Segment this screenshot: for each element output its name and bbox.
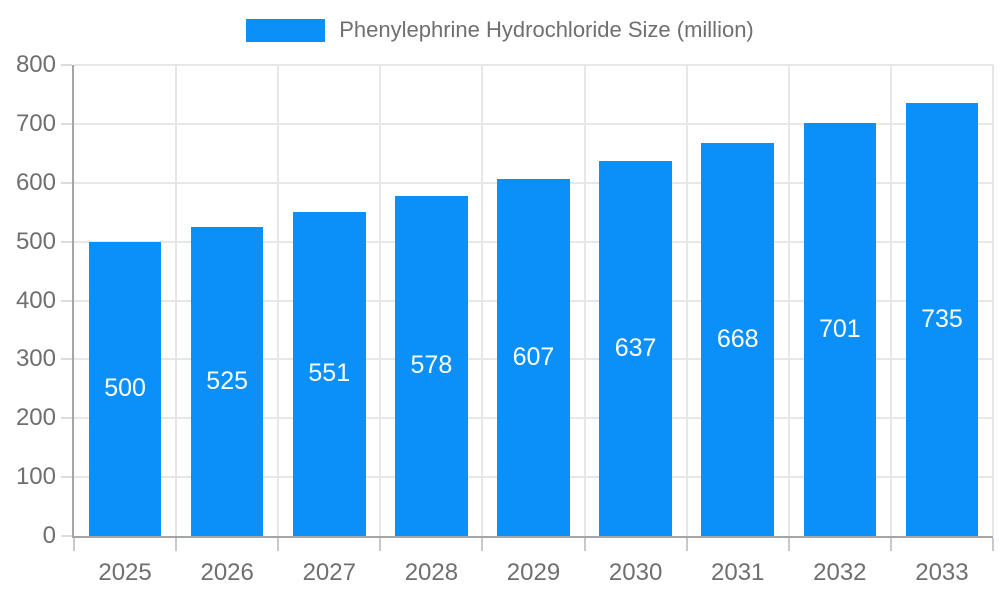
x-axis-tick [992,538,994,551]
x-axis-tick [73,538,75,551]
gridline-vertical [889,65,892,536]
gridline-horizontal [74,122,993,125]
bar-value-label: 607 [512,342,555,371]
x-axis-tick [787,538,790,551]
x-axis-tick [481,538,484,551]
gridline-vertical [175,65,178,536]
x-axis-tick [379,538,382,551]
x-axis-tick [583,538,586,551]
y-axis-tick-label: 600 [15,168,56,196]
bar-value-label: 668 [716,324,759,353]
bar-2029: 607 [497,178,570,536]
y-axis-tick-label: 300 [15,345,56,373]
x-axis-tick [175,538,178,551]
bar-2025: 500 [88,241,162,536]
bar-value-label: 735 [921,305,963,334]
bar-cell-2026: 525 [176,65,278,536]
bar-value-label: 701 [818,315,861,344]
x-axis-label: 2032 [813,559,867,586]
gridline-vertical [277,65,280,536]
legend-swatch [246,18,326,42]
bar-value-label: 578 [410,351,453,380]
y-axis-tick [61,535,72,537]
y-axis-tick-label: 0 [42,522,56,549]
bar-2030: 637 [599,160,672,536]
y-axis-tick-label: 400 [15,286,56,314]
x-axis-label: 2029 [506,559,561,586]
y-axis: 0 100 200 300 400 500 600 700 800 [1,53,56,548]
bar-2031: 668 [701,142,774,536]
legend: Phenylephrine Hydrochloride Size (millio… [0,17,1000,43]
y-axis-tick [61,358,72,361]
x-axis-label: 2026 [200,559,254,586]
bar-2032: 701 [803,123,877,536]
y-axis-tick-label: 100 [15,463,56,491]
x-axis-label: 2027 [302,559,356,586]
y-axis-tick [61,181,72,184]
bar-cell-2031: 668 [687,65,789,536]
bar-value-label: 637 [614,333,657,362]
gridline-vertical [787,65,790,536]
gridline-horizontal [74,64,993,66]
y-axis-tick [61,240,72,243]
bar-cell-2028: 578 [380,65,482,536]
legend-label: Phenylephrine Hydrochloride Size (millio… [339,17,754,42]
y-axis-tick [61,64,72,66]
x-axis-label: 2033 [915,559,969,586]
bars-layer: 500 525 551 578 607 637 668 701 735 [74,65,993,536]
y-axis-tick [61,417,72,420]
y-axis-tick-label: 500 [15,227,56,255]
x-axis-tick [889,538,892,551]
x-axis-label: 2025 [98,559,152,586]
y-axis-tick [61,299,72,302]
y-axis-tick-label: 200 [15,404,56,432]
bar-cell-2029: 607 [482,65,584,536]
bar-2027: 551 [293,211,366,536]
bar-cell-2025: 500 [74,65,176,536]
y-axis-tick-label: 700 [15,109,56,137]
x-axis-tick [685,538,688,551]
bar-value-label: 525 [206,366,249,395]
x-axis-label: 2030 [608,559,663,586]
bar-2028: 578 [395,195,468,536]
gridline-vertical [379,65,382,536]
bar-cell-2032: 701 [789,65,891,536]
bar-cell-2027: 551 [278,65,380,536]
x-axis-tick [277,538,280,551]
gridline-vertical [685,65,688,536]
gridline-vertical [992,65,994,536]
plot-area: 0 100 200 300 400 500 600 700 800 500 525 551 578 60… [16,53,994,586]
bar-value-label: 500 [104,374,146,403]
x-axis-label: 2028 [404,559,459,586]
y-axis-tick [61,122,72,125]
gridline-vertical [481,65,484,536]
bar-2026: 525 [190,226,264,536]
y-axis-tick-label: 800 [15,51,56,78]
x-axis-label: 2031 [711,559,765,586]
bar-value-label: 551 [308,359,351,388]
y-axis-tick [61,476,72,479]
bar-cell-2033: 735 [891,65,993,536]
bar-cell-2030: 637 [585,65,687,536]
gridline-vertical [583,65,586,536]
bar-2033: 735 [905,103,979,536]
x-axis: 2025 2026 2027 2028 2029 2030 2031 2032 2033 [74,538,993,587]
